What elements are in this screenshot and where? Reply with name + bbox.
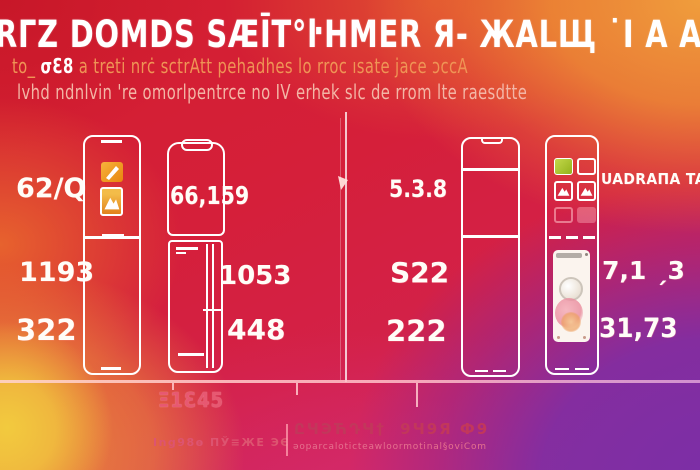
faded-app-icon <box>554 207 573 223</box>
orange-blob <box>561 312 581 332</box>
device3-notch <box>481 137 503 144</box>
device4-bottom-dash-1 <box>555 367 569 370</box>
device3-divider-line-2 <box>461 235 519 238</box>
tagline-lead: to_ <box>12 54 41 78</box>
footer-divider <box>286 424 288 456</box>
footer-center-title: ԸЧЭЋԴЧ† 9Ч9Я Ф9 <box>294 420 490 438</box>
device4-divider-dash-3 <box>583 236 595 239</box>
device4-stat-mid: 7,1 ˏ3 <box>602 256 685 285</box>
device2-phone-bottom-outline <box>168 240 223 373</box>
device2-measure-tick <box>203 309 221 311</box>
footer-center-subtitle: ǝoparcaloticteawloormotinal§oviCom <box>293 442 487 452</box>
device1-stat-mid: 1193 <box>19 257 95 288</box>
baseline-tick-2 <box>296 383 298 395</box>
faded-app-icon <box>577 207 596 223</box>
device1-home-dash <box>101 367 121 370</box>
device3-stat-top: 5.3.8 <box>389 175 448 203</box>
mountain-chart-app-icon <box>554 181 573 201</box>
baseline-tick-1 <box>172 383 174 390</box>
page-title: RΓZ DOMDS SÆĪT°ŀHMER Я- ЖALЩ ˙I A A AΙЍ-… <box>0 13 700 56</box>
device2-bottom-dash <box>178 353 204 356</box>
device1-phone-outline <box>83 135 141 375</box>
tagline-line1: to_ σƐ8 a treti nrċ sctrAtt pehadhes lo … <box>12 54 468 78</box>
baseline-rule <box>0 380 700 383</box>
screen-bottom-dot <box>583 336 586 339</box>
device1-speaker-dash <box>101 140 122 143</box>
device1-stat-top: 62/Q <box>16 173 87 204</box>
device3-bottom-dash-1 <box>475 369 488 372</box>
device4-screen-dot <box>585 253 588 256</box>
device2-measure-line-2 <box>212 244 214 368</box>
device4-bottom-dash-2 <box>575 367 589 370</box>
device3-stat-bottom: 222 <box>386 314 447 348</box>
tagline-line2: lvhd ndnlvin 're omorlpentrce no IV erhe… <box>17 80 528 104</box>
device1-stat-bottom: 322 <box>16 313 77 347</box>
tagline-bold: σƐ8 <box>40 54 74 78</box>
device2-top-dash-2 <box>176 252 186 254</box>
edit-pen-app-icon <box>101 162 123 182</box>
device2-stat-top: 66,159 <box>170 181 250 210</box>
device3-stat-mid: S22 <box>390 256 450 289</box>
mountain-chart-app-icon <box>577 181 596 201</box>
device2-stat-mid: 1053 <box>219 261 292 291</box>
device4-divider-dash-2 <box>566 236 578 239</box>
screen-bottom-dot <box>557 336 560 339</box>
center-divider-line-faint <box>340 118 341 380</box>
device2-measure-line-1 <box>206 244 208 368</box>
center-divider-line <box>345 112 347 382</box>
device2-stat-bottom: 448 <box>227 313 286 346</box>
device4-screen <box>553 250 590 342</box>
device4-stat-bottom: 31,73 <box>599 313 678 344</box>
footer-caption: Ξ1Ɛ45 <box>158 388 224 412</box>
device4-screen-topbar <box>556 253 582 258</box>
device4-label: UADRAПA TA <box>601 170 700 188</box>
device3-bottom-dash-2 <box>493 369 506 372</box>
outline-app-icon <box>577 158 596 175</box>
tagline-rest: a treti nrċ sctrAtt pehadhes lo rroc ısa… <box>73 54 469 78</box>
pointer-arrow-icon <box>338 176 348 190</box>
device4-phone-outline <box>545 135 599 375</box>
device3-divider-line-1 <box>461 168 519 171</box>
device3-phone-outline <box>461 137 520 377</box>
device2-phone-top-outline <box>167 142 225 236</box>
device4-divider-dash-1 <box>549 236 561 239</box>
green-app-icon <box>554 158 573 175</box>
device2-top-dash-1 <box>176 247 198 250</box>
footer-left-note: Ing98ѳ ПЎ≡ЖЕ ЭЄ <box>153 436 290 449</box>
device2-notch <box>181 139 213 151</box>
baseline-tick-3 <box>416 383 418 407</box>
device1-divider-dash <box>102 234 124 238</box>
mountain-chart-app-icon <box>100 187 123 216</box>
